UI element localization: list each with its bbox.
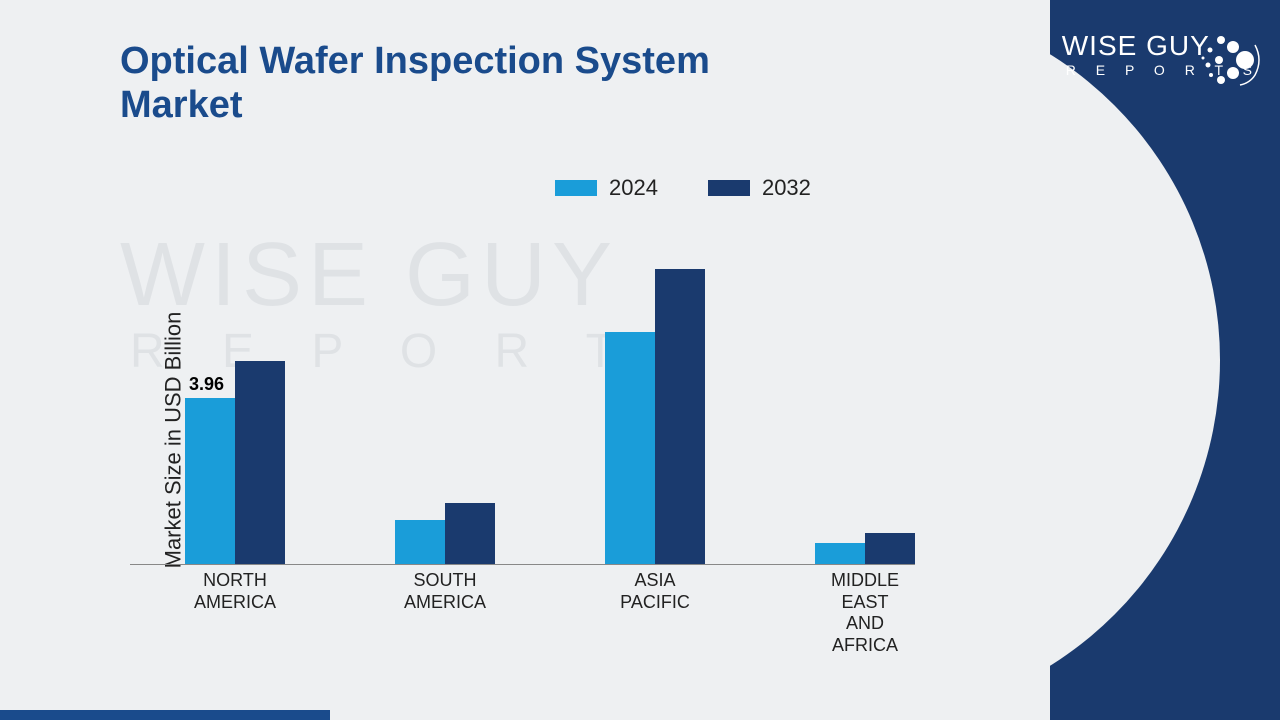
bar [815, 543, 865, 564]
bar [655, 269, 705, 564]
legend-label: 2024 [609, 175, 658, 201]
brand-logo: WISE GUY R E P O R T S [1062, 30, 1260, 78]
bar [445, 503, 495, 564]
bar-group [395, 503, 495, 564]
legend-label: 2032 [762, 175, 811, 201]
bar [235, 361, 285, 564]
category-label: ASIAPACIFIC [605, 570, 705, 613]
logo-dots-icon [1195, 25, 1265, 95]
legend-swatch [555, 180, 597, 196]
category-label: MIDDLEEASTANDAFRICA [815, 570, 915, 656]
chart-title: Optical Wafer Inspection System Market [120, 40, 820, 127]
bar [605, 332, 655, 564]
bar-value-label: 3.96 [189, 374, 224, 395]
bar [865, 533, 915, 564]
legend-swatch [708, 180, 750, 196]
bar [395, 520, 445, 564]
right-panel [1050, 0, 1280, 720]
category-label: NORTHAMERICA [185, 570, 285, 613]
chart-legend: 2024 2032 [555, 175, 811, 201]
legend-item: 2024 [555, 175, 658, 201]
category-label: SOUTHAMERICA [395, 570, 495, 613]
chart-area: Market Size in USD Billion 20242032 3.96… [95, 175, 915, 705]
bar-group [605, 269, 705, 564]
bar-group [815, 533, 915, 564]
chart-plot: 3.96NORTHAMERICASOUTHAMERICAASIAPACIFICM… [130, 230, 915, 565]
bar: 3.96 [185, 398, 235, 564]
bar-group: 3.96 [185, 361, 285, 564]
legend-item: 2032 [708, 175, 811, 201]
footer-accent-bar [0, 710, 330, 720]
